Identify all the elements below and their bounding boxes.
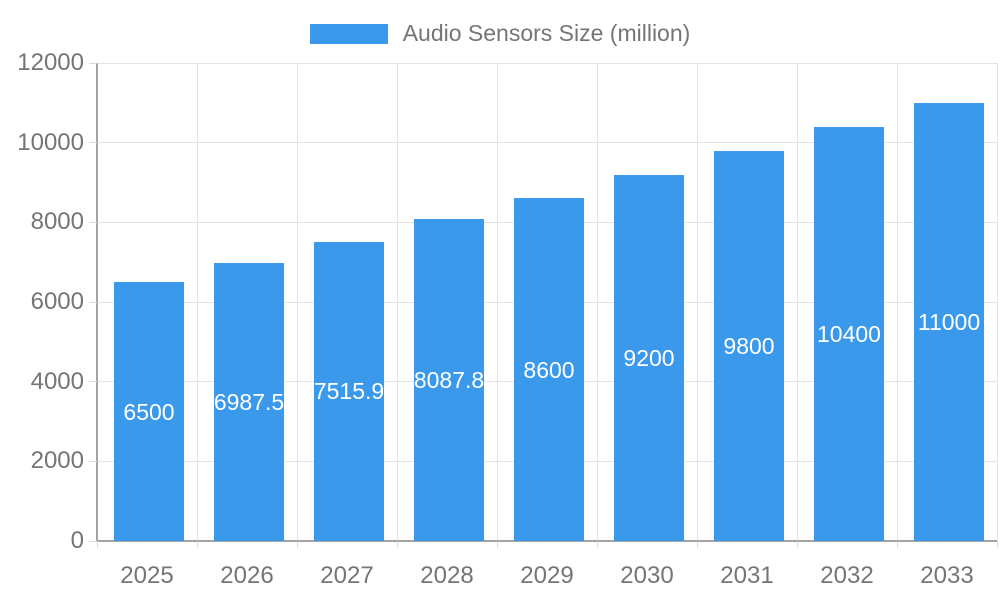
y-axis-tick (89, 460, 97, 462)
x-axis-tick (696, 541, 698, 548)
y-axis-tick-label: 4000 (30, 367, 84, 395)
bar: 6500 (114, 282, 184, 541)
x-axis-tick-label: 2027 (320, 562, 374, 589)
bar: 8087.8 (413, 218, 485, 541)
legend-swatch (309, 23, 388, 44)
y-axis-tick (89, 62, 97, 64)
x-axis-tick-label: 2028 (420, 562, 474, 589)
legend[interactable]: Audio Sensors Size (million) (0, 20, 1000, 47)
bar-value-label: 9800 (723, 332, 775, 359)
gridline-vertical (596, 63, 598, 541)
x-axis-tick (596, 541, 598, 548)
x-axis-tick (896, 541, 898, 548)
bar-value-label: 6987.5 (213, 388, 285, 415)
gridline-vertical (396, 63, 398, 541)
x-axis-tick-label: 2025 (120, 562, 174, 589)
bar: 9800 (714, 150, 784, 541)
x-axis-tick-label: 2031 (720, 562, 774, 589)
x-axis-tick (396, 541, 398, 548)
gridline-vertical (496, 63, 498, 541)
gridline-vertical (896, 63, 898, 541)
x-axis-tick (96, 541, 98, 548)
bar-value-label: 6500 (123, 398, 175, 425)
legend-label: Audio Sensors Size (million) (402, 20, 691, 46)
x-axis-tick-label: 2030 (620, 562, 674, 589)
y-axis-tick-label: 0 (70, 527, 84, 554)
bar: 6987.5 (213, 262, 285, 541)
y-axis-tick-label: 10000 (17, 128, 84, 156)
x-axis-tick (496, 541, 498, 548)
bar: 10400 (814, 126, 884, 541)
x-axis-line (97, 540, 997, 542)
y-axis-tick-label: 8000 (30, 208, 84, 236)
bar-value-label: 11000 (917, 308, 981, 335)
x-axis-tick (196, 541, 198, 548)
y-axis-line (96, 63, 98, 541)
bar-value-label: 8600 (523, 356, 575, 383)
x-axis-tick-label: 2026 (220, 562, 274, 589)
y-axis-tick-label: 12000 (17, 49, 84, 76)
bar: 11000 (914, 102, 984, 541)
y-axis-tick-label: 6000 (30, 288, 84, 315)
gridline-vertical (996, 63, 998, 541)
gridline-horizontal (97, 62, 997, 64)
bar-value-label: 8087.8 (413, 366, 485, 393)
y-axis-tick (89, 142, 97, 144)
x-axis-tick (296, 541, 298, 548)
bar-value-label: 9200 (623, 344, 675, 371)
bar: 8600 (514, 198, 584, 541)
gridline-horizontal (97, 142, 997, 144)
bar: 7515.9 (313, 241, 385, 541)
gridline-vertical (796, 63, 798, 541)
y-axis-tick-label: 2000 (30, 447, 84, 475)
gridline-vertical (696, 63, 698, 541)
y-axis-tick (89, 381, 97, 383)
x-axis-tick (796, 541, 798, 548)
bar: 9200 (614, 174, 684, 541)
y-axis-tick (89, 301, 97, 303)
x-axis-tick-label: 2032 (820, 562, 874, 589)
x-axis-tick-label: 2033 (920, 562, 974, 589)
gridline-vertical (296, 63, 298, 541)
y-axis-tick (89, 540, 97, 542)
x-axis-tick-label: 2029 (520, 562, 574, 589)
bar-value-label: 10400 (817, 320, 881, 347)
y-axis-tick (89, 221, 97, 223)
plot-area: 6500 6987.5 7515.9 8087.8 8600 9200 9800 10400 1… (96, 62, 998, 542)
bar-value-label: 7515.9 (313, 378, 385, 405)
gridline-vertical (196, 63, 198, 541)
x-axis-tick (996, 541, 998, 548)
